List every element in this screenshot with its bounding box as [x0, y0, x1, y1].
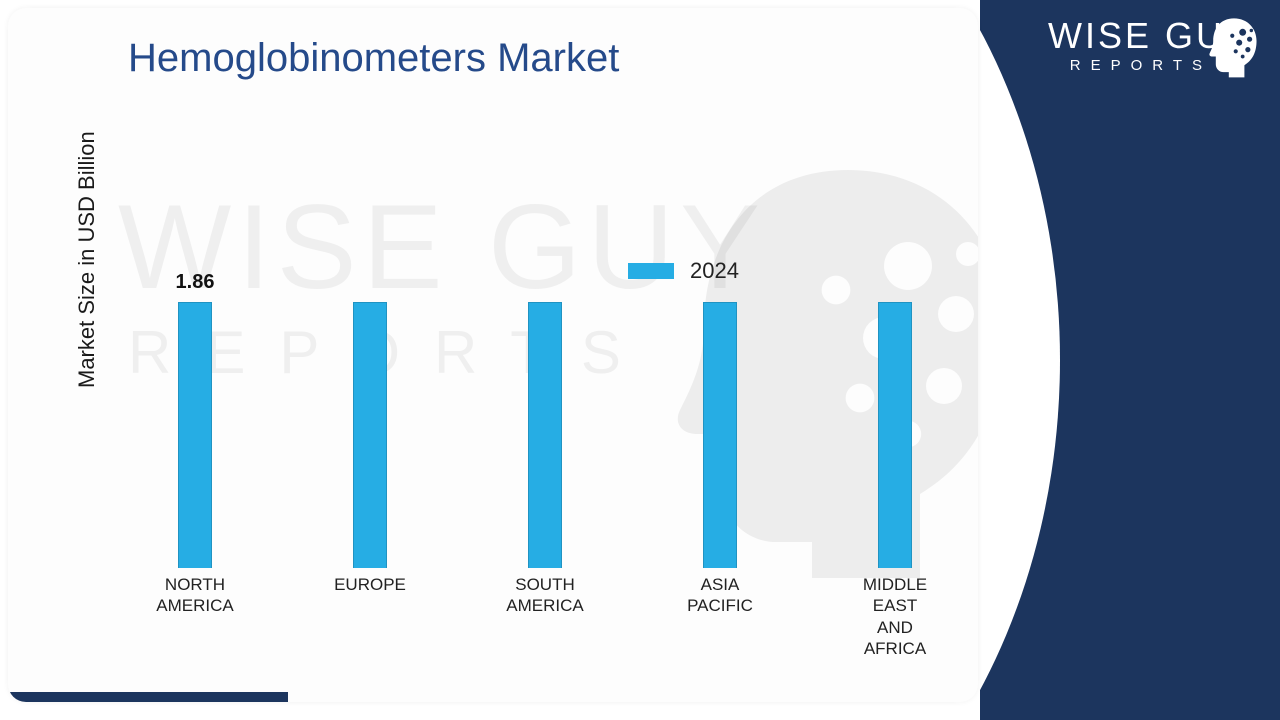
- category-label: ASIA PACIFIC: [645, 574, 795, 617]
- brand-logo: WISE GUY REPORTS: [1048, 18, 1252, 73]
- category-label: MIDDLE EAST AND AFRICA: [820, 574, 970, 659]
- legend: 2024: [628, 258, 739, 284]
- chart-plot-area: 1.86: [118, 298, 938, 568]
- legend-swatch: [628, 263, 674, 279]
- chart-card: WISE GUY REPORTS Hemoglobinometers Marke…: [8, 8, 978, 702]
- brand-logo-sub: REPORTS: [1048, 58, 1212, 73]
- bar: [353, 302, 387, 568]
- brand-head-icon: [1208, 16, 1260, 78]
- bar-value-label: 1.86: [176, 271, 215, 294]
- chart-title: Hemoglobinometers Market: [128, 36, 619, 81]
- legend-label: 2024: [690, 258, 739, 284]
- category-label: NORTH AMERICA: [120, 574, 270, 617]
- category-label: SOUTH AMERICA: [470, 574, 620, 617]
- bar: [703, 302, 737, 568]
- bar: [178, 302, 212, 568]
- bottom-accent-bar: [8, 692, 288, 702]
- stage: WISE GUY REPORTS WISE GUY REPORTS: [0, 0, 1280, 720]
- bar: [878, 302, 912, 568]
- bar: [528, 302, 562, 568]
- category-label: EUROPE: [295, 574, 445, 595]
- y-axis-label: Market Size in USD Billion: [74, 131, 100, 388]
